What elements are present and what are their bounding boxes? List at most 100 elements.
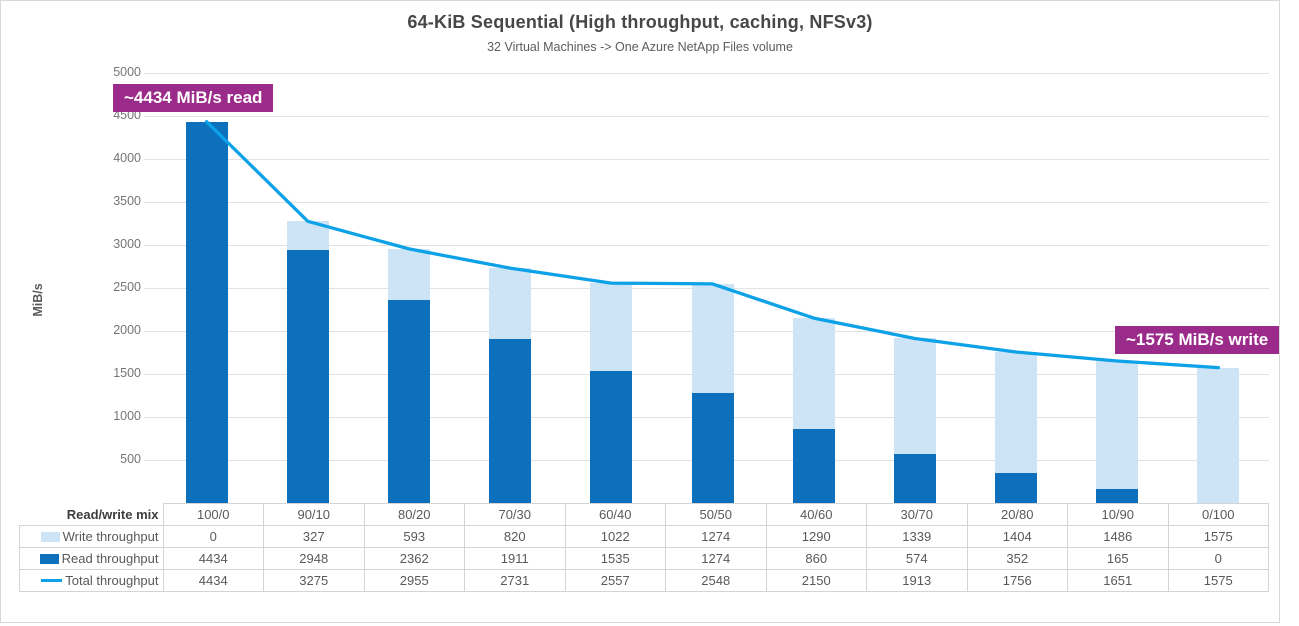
- category-header-cell: 90/10: [263, 503, 365, 526]
- table-row: Total throughput 4434 3275 2955 2731 2557 2548…: [19, 569, 1269, 592]
- value-cell: 1339: [866, 525, 968, 548]
- category-header-cell: 50/50: [665, 503, 767, 526]
- gridline: [144, 202, 1269, 203]
- value-cell: 1274: [665, 547, 767, 570]
- gridline: [144, 159, 1269, 160]
- legend-cell: Read throughput: [19, 547, 164, 570]
- value-cell: 2362: [363, 547, 465, 570]
- read-throughput-callout: ~4434 MiB/s read: [113, 84, 274, 112]
- legend-label: Write throughput: [62, 529, 159, 544]
- value-cell: 327: [263, 525, 365, 548]
- write-bar-swatch-icon: [40, 531, 60, 542]
- value-cell: 165: [1067, 547, 1169, 570]
- value-cell: 1575: [1167, 569, 1269, 592]
- value-cell: 1290: [765, 525, 867, 548]
- read-write-mix-header: Read/write mix: [19, 503, 164, 526]
- legend-label: Total throughput: [65, 573, 159, 588]
- y-axis-tick-label: 1000: [113, 409, 141, 423]
- value-cell: 1913: [866, 569, 968, 592]
- read-throughput-bar: [893, 453, 936, 503]
- read-throughput-bar: [590, 371, 633, 503]
- read-throughput-bar: [286, 249, 329, 503]
- write-throughput-bar: [590, 283, 633, 371]
- y-axis-tick-label: 4000: [113, 151, 141, 165]
- read-throughput-bar: [185, 121, 228, 503]
- y-axis-tick-label: 3000: [113, 237, 141, 251]
- gridline: [144, 245, 1269, 246]
- value-cell: 1911: [464, 547, 566, 570]
- legend-cell: Total throughput: [19, 569, 164, 592]
- legend-label: Read throughput: [61, 551, 159, 566]
- value-cell: 1274: [665, 525, 767, 548]
- value-cell: 2150: [765, 569, 867, 592]
- read-throughput-bar: [388, 299, 430, 503]
- chart-title: 64-KiB Sequential (High throughput, cach…: [407, 12, 873, 32]
- category-header-cell: 20/80: [966, 503, 1068, 526]
- value-cell: 4434: [162, 547, 264, 570]
- category-header-cell: 60/40: [564, 503, 666, 526]
- category-header-cell: 80/20: [363, 503, 465, 526]
- write-throughput-bar: [691, 283, 734, 394]
- value-cell: 0: [162, 525, 264, 548]
- total-throughput-line: [204, 120, 1221, 370]
- value-cell: 4434: [162, 569, 264, 592]
- chart-subtitle: 32 Virtual Machines -> One Azure NetApp …: [487, 40, 793, 54]
- value-cell: 1404: [966, 525, 1068, 548]
- value-cell: 3275: [263, 569, 365, 592]
- plot-area: [144, 73, 1269, 503]
- y-axis-tick-label: 5000: [113, 65, 141, 79]
- total-line-swatch-icon: [41, 579, 63, 583]
- value-cell: 0: [1167, 547, 1269, 570]
- table-row: Write throughput 0 327 593 820 1022 1274 1290 13…: [19, 525, 1269, 548]
- write-throughput-bar: [995, 352, 1037, 473]
- read-throughput-bar: [489, 338, 532, 503]
- value-cell: 860: [765, 547, 867, 570]
- value-cell: 2955: [363, 569, 465, 592]
- write-throughput-bar: [388, 248, 430, 300]
- category-header-cell: 10/90: [1067, 503, 1169, 526]
- category-header-cell: 30/70: [866, 503, 968, 526]
- value-cell: 820: [464, 525, 566, 548]
- write-throughput-bar: [792, 318, 835, 429]
- write-throughput-bar: [489, 268, 532, 339]
- write-throughput-bar: [1096, 361, 1139, 489]
- value-cell: 593: [363, 525, 465, 548]
- value-cell: 1022: [564, 525, 666, 548]
- read-throughput-bar: [995, 472, 1037, 503]
- read-bar-swatch-icon: [39, 553, 59, 564]
- value-cell: 1651: [1067, 569, 1169, 592]
- write-throughput-bar: [893, 338, 936, 454]
- y-axis-tick-label: 2000: [113, 323, 141, 337]
- y-axis-tick-label: 500: [120, 452, 141, 466]
- value-cell: 1756: [966, 569, 1068, 592]
- gridline: [144, 116, 1269, 117]
- write-throughput-bar: [1197, 367, 1240, 503]
- value-cell: 1486: [1067, 525, 1169, 548]
- read-throughput-bar: [1096, 488, 1139, 503]
- read-throughput-bar: [691, 393, 734, 503]
- write-throughput-callout: ~1575 MiB/s write: [1115, 326, 1280, 354]
- y-axis-tick-label: 3500: [113, 194, 141, 208]
- y-axis-tick-label: 1500: [113, 366, 141, 380]
- gridline: [144, 73, 1269, 74]
- value-cell: 2548: [665, 569, 767, 592]
- category-header-cell: 100/0: [162, 503, 264, 526]
- legend-cell: Write throughput: [19, 525, 164, 548]
- value-cell: 2731: [464, 569, 566, 592]
- value-cell: 2948: [263, 547, 365, 570]
- table-header-row: Read/write mix 100/0 90/10 80/20 70/30 60/40 5…: [19, 503, 1269, 526]
- table-row: Read throughput 4434 2948 2362 1911 1535 1274 8…: [19, 547, 1269, 570]
- data-table: Read/write mix 100/0 90/10 80/20 70/30 60/40 5…: [19, 503, 1269, 592]
- value-cell: 352: [966, 547, 1068, 570]
- category-header-cell: 40/60: [765, 503, 867, 526]
- value-cell: 574: [866, 547, 968, 570]
- y-axis-tick-label: 2500: [113, 280, 141, 294]
- category-header-cell: 70/30: [464, 503, 566, 526]
- value-cell: 1535: [564, 547, 666, 570]
- category-header-cell: 0/100: [1167, 503, 1269, 526]
- read-throughput-bar: [792, 429, 835, 503]
- value-cell: 2557: [564, 569, 666, 592]
- value-cell: 1575: [1167, 525, 1269, 548]
- y-axis-title: MiB/s: [31, 283, 45, 317]
